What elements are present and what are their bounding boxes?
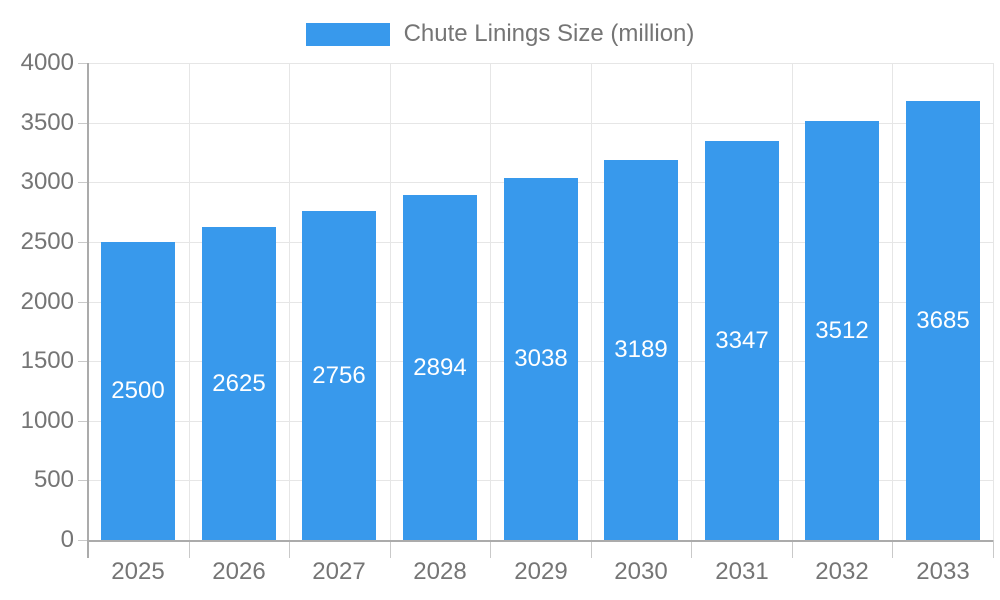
bar[interactable] [101, 242, 175, 540]
y-axis-label: 0 [60, 526, 74, 553]
x-axis-label: 2026 [212, 558, 266, 585]
y-axis-label: 1500 [20, 347, 74, 374]
x-axis-label: 2028 [413, 558, 467, 585]
gridline-vertical [490, 63, 491, 540]
bar-value-label: 3189 [614, 336, 668, 363]
x-axis-tick [289, 540, 290, 558]
gridline-vertical [993, 63, 994, 540]
y-axis-label: 1000 [20, 407, 74, 434]
x-axis-tick [892, 540, 893, 558]
y-axis-tick [78, 480, 88, 481]
x-axis-label: 2030 [614, 558, 668, 585]
x-axis-label: 2032 [815, 558, 869, 585]
y-axis-label: 3500 [20, 109, 74, 136]
gridline-vertical [892, 63, 893, 540]
bar[interactable] [403, 195, 477, 540]
bar-value-label: 2625 [212, 370, 266, 397]
y-axis-label: 4000 [20, 49, 74, 76]
y-axis-label: 2500 [20, 228, 74, 255]
bar-value-label: 2894 [413, 354, 467, 381]
y-axis-line [87, 63, 89, 558]
bar-value-label: 2500 [111, 377, 165, 404]
y-axis-tick [78, 123, 88, 124]
y-axis-tick [78, 361, 88, 362]
y-axis-tick [78, 421, 88, 422]
gridline-vertical [792, 63, 793, 540]
gridline-vertical [189, 63, 190, 540]
y-axis-label: 500 [33, 466, 74, 493]
y-axis-tick [78, 540, 88, 541]
y-axis-tick [78, 242, 88, 243]
x-axis-tick [490, 540, 491, 558]
x-axis-tick [189, 540, 190, 558]
bar[interactable] [906, 101, 980, 540]
gridline-vertical [390, 63, 391, 540]
y-axis-label: 3000 [20, 168, 74, 195]
bar[interactable] [705, 141, 779, 540]
x-axis-tick [792, 540, 793, 558]
bar[interactable] [504, 178, 578, 540]
chart-legend: Chute Linings Size (million) [0, 11, 1000, 57]
x-axis-tick [993, 540, 994, 558]
y-axis-tick [78, 63, 88, 64]
gridline-vertical [289, 63, 290, 540]
x-axis-tick [390, 540, 391, 558]
bar-value-label: 3347 [715, 327, 769, 354]
x-axis-label: 2025 [111, 558, 165, 585]
gridline-vertical [691, 63, 692, 540]
bar-value-label: 3685 [916, 307, 970, 334]
x-axis-line [88, 540, 993, 542]
x-axis-label: 2027 [312, 558, 366, 585]
x-axis-label: 2029 [514, 558, 568, 585]
bar[interactable] [202, 227, 276, 540]
y-axis-label: 2000 [20, 288, 74, 315]
x-axis-tick [691, 540, 692, 558]
x-axis-tick [591, 540, 592, 558]
x-axis-label: 2033 [916, 558, 970, 585]
legend-label: Chute Linings Size (million) [403, 20, 695, 47]
y-axis-tick [78, 302, 88, 303]
bar[interactable] [805, 121, 879, 540]
gridline-horizontal [88, 123, 993, 124]
legend-swatch [305, 22, 390, 46]
y-axis-tick [78, 182, 88, 183]
bar-value-label: 2756 [312, 362, 366, 389]
gridline-horizontal [88, 63, 993, 64]
bar-value-label: 3512 [815, 317, 869, 344]
gridline-vertical [591, 63, 592, 540]
bar[interactable] [604, 160, 678, 540]
bar-value-label: 3038 [514, 345, 568, 372]
bar[interactable] [302, 211, 376, 540]
x-axis-label: 2031 [715, 558, 769, 585]
